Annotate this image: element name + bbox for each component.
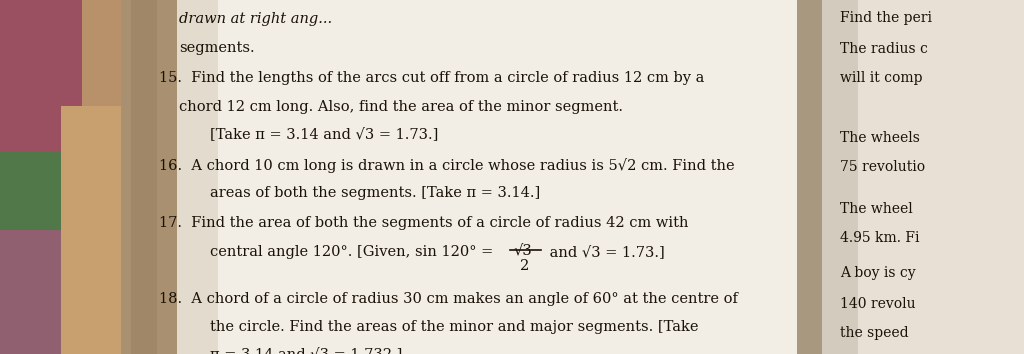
Bar — [131, 0, 157, 354]
Text: areas of both the segments. [Take π = 3.14.]: areas of both the segments. [Take π = 3.… — [210, 186, 541, 200]
Text: 75 revolutio: 75 revolutio — [840, 160, 925, 174]
Bar — [0, 230, 82, 354]
Bar — [0, 0, 82, 159]
Text: 15.  Find the lengths of the arcs cut off from a circle of radius 12 cm by a: 15. Find the lengths of the arcs cut off… — [159, 71, 705, 85]
Text: the speed: the speed — [840, 326, 908, 341]
Text: 18.  A chord of a circle of radius 30 cm makes an angle of 60° at the centre of: 18. A chord of a circle of radius 30 cm … — [159, 292, 737, 306]
Text: Find the peri: Find the peri — [840, 11, 932, 25]
Text: 2: 2 — [520, 259, 529, 273]
Text: The radius c: The radius c — [840, 42, 928, 57]
Text: [Take π = 3.14 and √3 = 1.73.]: [Take π = 3.14 and √3 = 1.73.] — [210, 127, 438, 142]
Text: A boy is cy: A boy is cy — [840, 266, 915, 280]
Bar — [822, 0, 1024, 354]
Text: 140 revolu: 140 revolu — [840, 297, 915, 312]
Bar — [0, 152, 82, 230]
Text: segments.: segments. — [179, 41, 255, 55]
Text: chord 12 cm long. Also, find the area of the minor segment.: chord 12 cm long. Also, find the area of… — [179, 100, 624, 114]
Bar — [177, 0, 218, 354]
Text: drawn at right ang...: drawn at right ang... — [179, 12, 333, 27]
Text: will it comp: will it comp — [840, 71, 923, 85]
Text: the circle. Find the areas of the minor and major segments. [Take: the circle. Find the areas of the minor … — [210, 320, 698, 335]
Bar — [0, 0, 138, 354]
Text: 16.  A chord 10 cm long is drawn in a circle whose radius is 5√2 cm. Find the: 16. A chord 10 cm long is drawn in a cir… — [159, 158, 734, 172]
Text: and √3 = 1.73.]: and √3 = 1.73.] — [545, 245, 665, 259]
Bar — [797, 0, 822, 354]
Text: √3: √3 — [514, 244, 532, 258]
Text: π = 3.14 and √3 = 1.732.]: π = 3.14 and √3 = 1.732.] — [210, 347, 402, 354]
Bar — [61, 106, 138, 354]
Text: The wheel: The wheel — [840, 202, 912, 216]
Text: 17.  Find the area of both the segments of a circle of radius 42 cm with: 17. Find the area of both the segments o… — [159, 216, 688, 230]
Text: The wheels: The wheels — [840, 131, 920, 145]
Text: central angle 120°. [Given, sin 120° =: central angle 120°. [Given, sin 120° = — [210, 245, 498, 259]
Bar — [121, 0, 177, 354]
Bar — [177, 0, 797, 354]
Bar — [822, 0, 858, 354]
Text: 4.95 km. Fi: 4.95 km. Fi — [840, 231, 920, 245]
